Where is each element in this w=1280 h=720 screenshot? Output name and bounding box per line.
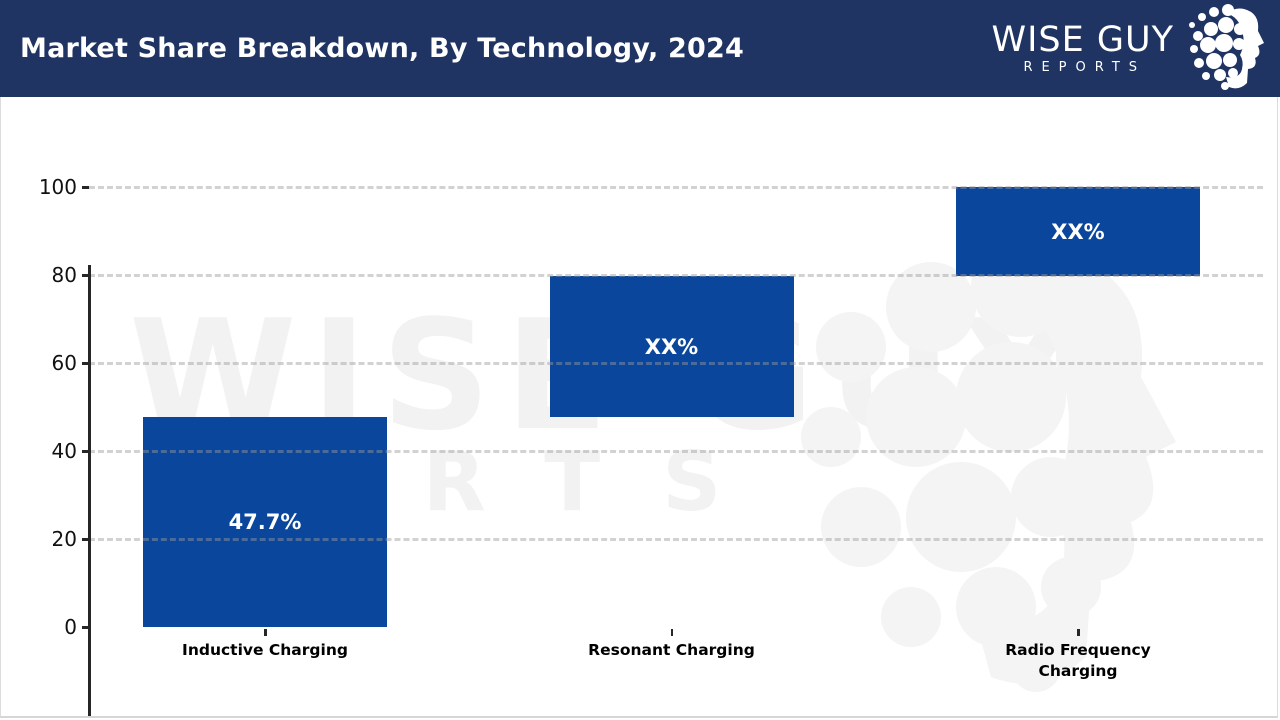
- bar-value-label: XX%: [1051, 219, 1105, 244]
- bar-1: [143, 417, 387, 627]
- logo-wordmark: WISE GUY: [991, 20, 1174, 60]
- header-bar: Market Share Breakdown, By Technology, 2…: [0, 0, 1280, 97]
- y-tick-mark: [82, 186, 89, 189]
- y-tick-label: 40: [51, 439, 77, 463]
- y-tick-mark: [82, 538, 89, 541]
- bar-value-label: XX%: [644, 334, 699, 359]
- chart-area: WISE GUY PORTS 47.7%XX%XX%020406080100In…: [0, 97, 1278, 718]
- y-tick-label: 60: [51, 351, 77, 375]
- x-tick-mark: [670, 629, 673, 636]
- bar-3: [956, 187, 1200, 277]
- y-tick-label: 100: [38, 175, 77, 199]
- bar-2: [549, 276, 794, 418]
- y-tick-label: 0: [64, 615, 77, 639]
- y-tick-mark: [82, 362, 89, 365]
- y-tick-label: 20: [51, 527, 77, 551]
- category-label-2: Resonant Charging: [588, 641, 755, 659]
- category-label-1: Inductive Charging: [182, 641, 348, 659]
- x-tick-mark: [264, 629, 267, 636]
- y-tick-mark: [82, 626, 89, 629]
- x-tick-mark: [1077, 629, 1080, 636]
- bar-value-label: 47.7%: [228, 510, 302, 535]
- logo-text: WISE GUY REPORTS: [991, 20, 1174, 75]
- y-tick-label: 80: [51, 263, 77, 287]
- y-tick-mark: [82, 274, 89, 277]
- page-title: Market Share Breakdown, By Technology, 2…: [20, 33, 745, 64]
- y-tick-mark: [82, 450, 89, 453]
- watermark-head-icon: [801, 237, 1176, 692]
- category-label-3: Radio Frequency Charging: [1005, 641, 1151, 680]
- dotted-head-icon: [1189, 3, 1264, 90]
- y-axis-line: [88, 265, 91, 716]
- wise-guy-reports-logo: WISE GUY REPORTS: [991, 0, 1270, 97]
- logo-subtitle: REPORTS: [1023, 60, 1147, 75]
